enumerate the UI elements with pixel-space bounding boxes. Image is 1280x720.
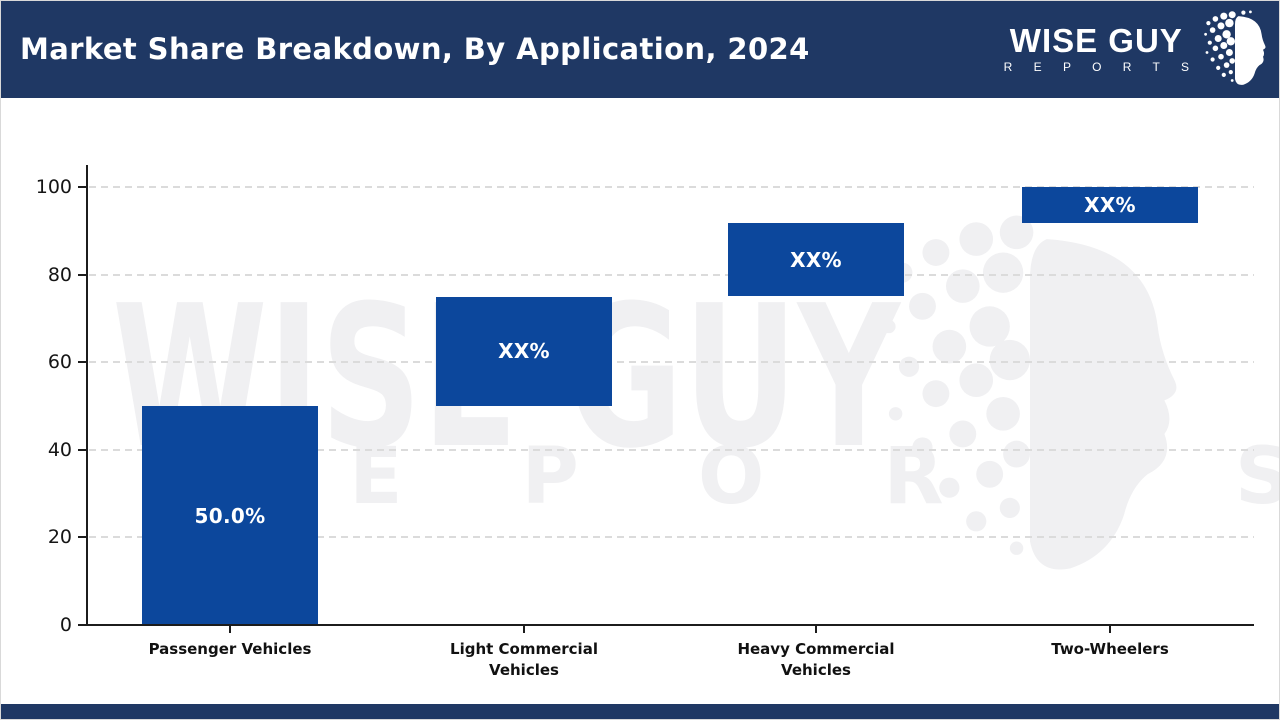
bar-segment: 50.0% (142, 406, 318, 625)
x-tick (229, 626, 231, 633)
x-category-label: Two-Wheelers (1051, 640, 1169, 658)
bar-value-label: 50.0% (194, 503, 266, 528)
gridline-100 (89, 186, 1254, 188)
y-tick-label-60: 60 (47, 351, 72, 374)
y-tick-label-80: 80 (47, 263, 72, 286)
x-category-label: Light Commercial Vehicles (450, 640, 598, 679)
bar-value-label: XX% (790, 247, 842, 272)
y-tick-100 (78, 186, 86, 188)
bar-segment: XX% (1022, 187, 1198, 224)
gridline-40 (89, 448, 1254, 451)
bar-value-label: XX% (498, 339, 550, 364)
y-tick-label-100: 100 (35, 176, 72, 198)
chart-title: Market Share Breakdown, By Application, … (20, 32, 810, 66)
logo-text: WISE GUY R E P O R T S (995, 24, 1198, 74)
x-category-label: Heavy Commercial Vehicles (737, 640, 895, 679)
y-tick-label-0: 0 (59, 614, 72, 636)
dotted-head-logo-icon (1204, 10, 1266, 85)
x-tick (1109, 626, 1111, 633)
x-axis-line (86, 624, 1254, 626)
wise-guy-reports-logo: WISE GUY R E P O R T S (995, 6, 1270, 92)
logo-wordmark: WISE GUY (1009, 22, 1183, 59)
gridline-80 (89, 273, 1254, 276)
y-tick-60 (78, 361, 86, 364)
x-tick (815, 626, 817, 633)
logo-subtitle: R E P O R T S (1003, 60, 1198, 74)
y-tick-20 (78, 536, 86, 539)
y-axis-line (86, 165, 88, 625)
y-tick-0 (78, 624, 86, 626)
y-tick-label-20: 20 (47, 526, 72, 549)
bar-segment: XX% (728, 223, 904, 297)
y-tick-80 (78, 273, 86, 276)
y-tick-40 (78, 448, 86, 451)
x-tick (523, 626, 525, 633)
bar-value-label: XX% (1084, 193, 1136, 218)
header: Market Share Breakdown, By Application, … (0, 0, 1280, 98)
gridline-60 (89, 361, 1254, 364)
y-tick-label-40: 40 (47, 438, 72, 461)
bar-segment: XX% (436, 296, 612, 406)
x-category-label: Passenger Vehicles (148, 640, 312, 658)
gridline-20 (89, 536, 1254, 539)
footer-bar (0, 704, 1280, 720)
